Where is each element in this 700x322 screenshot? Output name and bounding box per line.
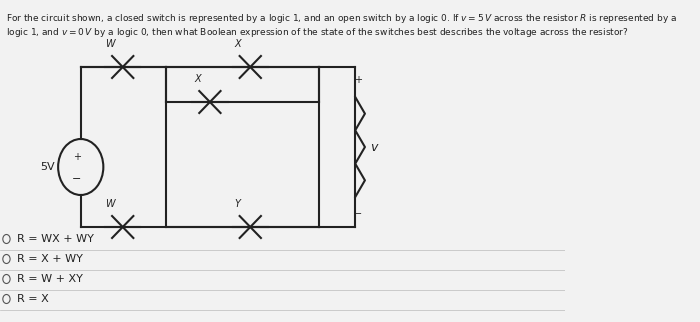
Text: −: −	[354, 209, 362, 219]
Text: X: X	[194, 74, 201, 84]
Text: Y: Y	[234, 199, 241, 209]
Text: W: W	[106, 39, 115, 49]
Text: +: +	[73, 152, 80, 162]
Text: 5V: 5V	[41, 162, 55, 172]
Text: For the circuit shown, a closed switch is represented by a logic 1, and an open : For the circuit shown, a closed switch i…	[6, 12, 678, 25]
Text: R = X: R = X	[17, 294, 49, 304]
Text: logic 1, and $v = 0\,V$ by a logic 0, then what Boolean expression of the state : logic 1, and $v = 0\,V$ by a logic 0, th…	[6, 26, 629, 39]
Text: X: X	[234, 39, 241, 49]
Text: R = X + WY: R = X + WY	[17, 254, 83, 264]
Text: +: +	[354, 75, 362, 85]
Text: −: −	[72, 174, 81, 184]
Text: W: W	[106, 199, 115, 209]
Text: R = WX + WY: R = WX + WY	[17, 234, 94, 244]
Text: $v$: $v$	[370, 140, 379, 154]
Text: R = W + XY: R = W + XY	[17, 274, 83, 284]
